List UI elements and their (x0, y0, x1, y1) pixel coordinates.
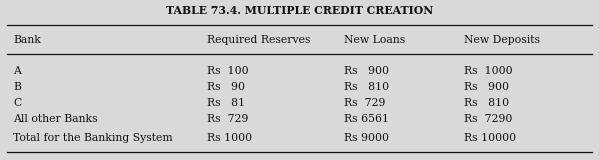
Text: Rs 10000: Rs 10000 (464, 133, 516, 143)
Text: All other Banks: All other Banks (13, 114, 98, 124)
Text: Rs  1000: Rs 1000 (464, 66, 513, 76)
Text: Rs  7290: Rs 7290 (464, 114, 513, 124)
Text: Rs 6561: Rs 6561 (344, 114, 389, 124)
Text: New Loans: New Loans (344, 35, 406, 45)
Text: Total for the Banking System: Total for the Banking System (13, 133, 173, 143)
Text: Rs  100: Rs 100 (207, 66, 248, 76)
Text: Rs 1000: Rs 1000 (207, 133, 252, 143)
Text: Rs   810: Rs 810 (344, 82, 389, 92)
Text: TABLE 73.4. MULTIPLE CREDIT CREATION: TABLE 73.4. MULTIPLE CREDIT CREATION (166, 5, 433, 16)
Text: C: C (13, 98, 22, 108)
Text: Rs  729: Rs 729 (344, 98, 386, 108)
Text: Rs   810: Rs 810 (464, 98, 509, 108)
Text: Rs  729: Rs 729 (207, 114, 248, 124)
Text: Rs   81: Rs 81 (207, 98, 245, 108)
Text: New Deposits: New Deposits (464, 35, 540, 45)
Text: Rs   900: Rs 900 (464, 82, 509, 92)
Text: A: A (13, 66, 21, 76)
Text: B: B (13, 82, 21, 92)
Text: Rs 9000: Rs 9000 (344, 133, 389, 143)
Text: Rs   900: Rs 900 (344, 66, 389, 76)
Text: Rs   90: Rs 90 (207, 82, 244, 92)
Text: Bank: Bank (13, 35, 41, 45)
Text: Required Reserves: Required Reserves (207, 35, 310, 45)
